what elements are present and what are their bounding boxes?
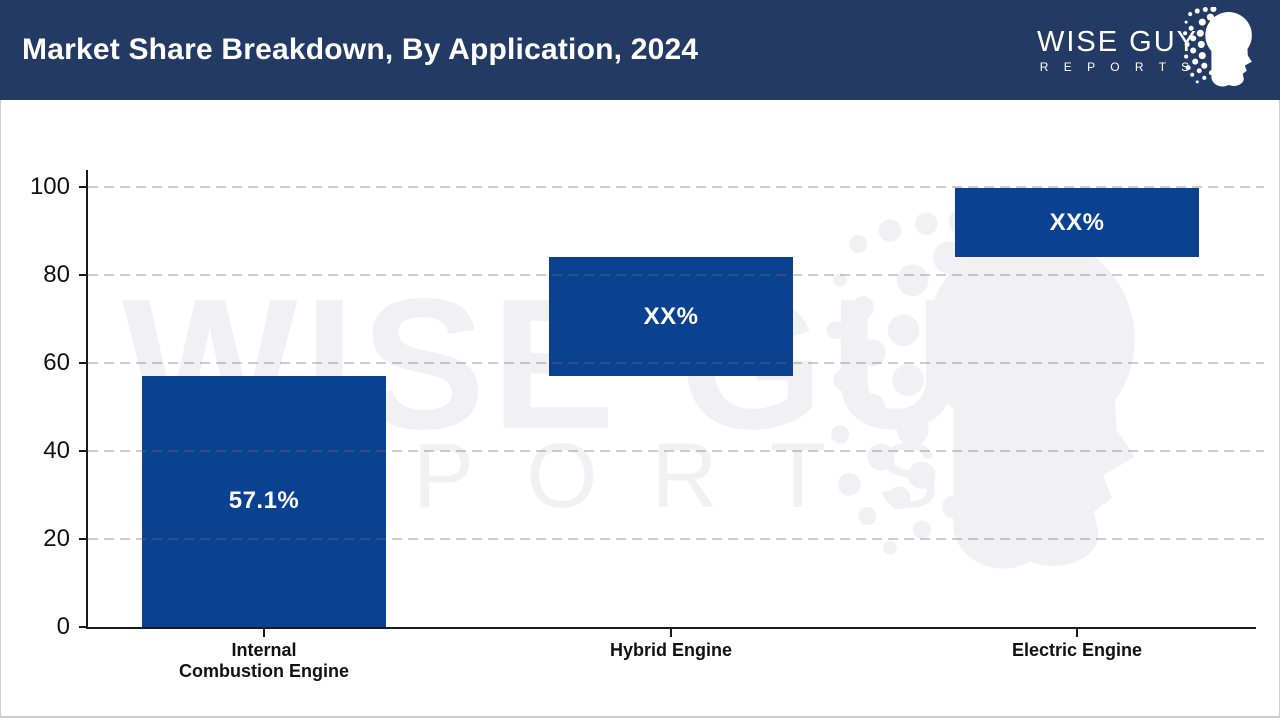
x-tick-mark (670, 629, 672, 637)
logo-face-icon (1182, 7, 1258, 93)
y-tick-label: 60 (43, 349, 70, 376)
y-tick-label: 20 (43, 525, 70, 552)
x-tick-mark (1076, 629, 1078, 637)
gridline-y-60 (88, 362, 1264, 364)
x-category-label: Electric Engine (907, 640, 1247, 661)
wiseguy-logo: WISE GUY R E P O R T S (1037, 7, 1258, 93)
y-tick-label: 40 (43, 437, 70, 464)
x-category-label: Hybrid Engine (501, 640, 841, 661)
bar-value-label: XX% (1049, 208, 1105, 236)
x-axis-line (86, 627, 1256, 629)
x-tick-mark (263, 629, 265, 637)
y-tick-label: 80 (43, 261, 70, 288)
logo-text: WISE GUY R E P O R T S (1037, 27, 1198, 74)
header-bar: Market Share Breakdown, By Application, … (0, 0, 1280, 100)
y-tick-mark (79, 274, 87, 276)
y-tick-mark (79, 450, 87, 452)
y-tick-mark (79, 362, 87, 364)
bar-2 (549, 257, 793, 376)
page-title: Market Share Breakdown, By Application, … (22, 33, 699, 66)
x-category-label: Internal Combustion Engine (94, 640, 434, 682)
bar-1 (142, 375, 386, 627)
y-tick-label: 100 (29, 173, 70, 200)
y-tick-mark (79, 538, 87, 540)
logo-sub-text: R E P O R T S (1039, 59, 1196, 74)
y-axis-line (86, 170, 88, 629)
gridline-y-20 (88, 538, 1264, 540)
logo-brand-text: WISE GUY (1036, 25, 1198, 58)
x-category-line: Internal (231, 640, 297, 660)
x-category-line: Combustion Engine (179, 661, 349, 681)
bar-value-label: XX% (643, 302, 699, 330)
x-category-line: Hybrid Engine (609, 640, 732, 660)
y-tick-mark (79, 626, 87, 628)
gridline-y-100 (88, 186, 1264, 188)
gridline-y-40 (88, 450, 1264, 452)
x-category-line: Electric Engine (1011, 640, 1143, 660)
y-tick-label: 0 (56, 613, 70, 640)
bar-value-label: 57.1% (228, 487, 300, 515)
y-tick-mark (79, 186, 87, 188)
gridline-y-80 (88, 274, 1264, 276)
